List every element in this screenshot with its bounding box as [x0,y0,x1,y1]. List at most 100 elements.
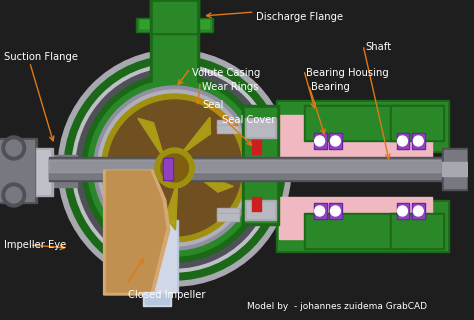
Text: Wear Rings: Wear Rings [202,82,259,92]
Bar [279,115,432,157]
Circle shape [88,80,262,256]
Bar [136,220,178,292]
Bar [304,105,402,141]
Polygon shape [138,118,165,161]
Bar [150,0,199,168]
Polygon shape [107,171,166,292]
Bar [153,0,196,26]
Bar [397,133,410,149]
Bar [138,222,175,292]
Text: Seal: Seal [202,100,224,110]
Bar [140,20,209,28]
Bar [392,107,442,139]
Bar [138,19,211,31]
Bar [242,105,279,225]
Circle shape [161,154,189,182]
Bar [392,215,442,247]
Bar [246,120,274,136]
Circle shape [58,50,291,286]
Bar [314,203,327,219]
Bar [49,160,444,172]
Bar [276,100,449,152]
Bar [150,0,199,28]
Text: Shaft: Shaft [365,42,391,52]
Text: Closed Impeller: Closed Impeller [128,290,206,300]
Bar [444,150,465,188]
Polygon shape [186,168,233,192]
Polygon shape [117,174,165,188]
Bar [276,200,449,252]
Text: Discharge Flange: Discharge Flange [256,12,344,22]
Circle shape [94,86,255,250]
Bar [413,204,424,218]
Bar [245,118,276,138]
Bar [306,215,401,247]
Circle shape [155,148,194,188]
Bar [442,162,467,176]
Bar [153,2,196,32]
Text: Bearing Housing: Bearing Housing [306,68,389,78]
Bar [49,155,77,187]
Bar [217,120,239,128]
Bar [0,140,34,201]
Bar [153,0,196,176]
Bar [164,159,172,179]
Circle shape [72,64,277,272]
Bar [279,197,432,239]
Bar [412,133,425,149]
Circle shape [330,136,340,146]
Circle shape [398,136,408,146]
Bar [218,126,238,132]
Bar [49,157,444,181]
Bar [246,202,274,218]
Bar [49,159,444,179]
Bar [330,134,341,148]
Bar [278,102,447,150]
Circle shape [413,206,423,216]
Text: Suction Flange: Suction Flange [4,52,78,62]
Circle shape [76,68,273,268]
Bar [390,105,444,141]
Bar [218,121,238,127]
Bar [217,208,239,216]
Polygon shape [138,118,165,161]
Bar [245,200,276,220]
Bar [390,213,444,249]
Polygon shape [165,180,178,230]
Bar [36,150,50,194]
Text: Seal Cover: Seal Cover [222,115,275,125]
Bar [245,108,276,222]
Circle shape [2,136,26,160]
Bar [315,204,326,218]
Bar [330,204,341,218]
Circle shape [82,74,267,262]
Circle shape [413,136,423,146]
Bar [329,133,342,149]
Bar [314,133,327,149]
Bar [252,140,262,154]
Bar [315,134,326,148]
Polygon shape [178,117,210,156]
Bar [397,203,410,219]
Bar [398,134,409,148]
Circle shape [6,187,22,203]
Polygon shape [104,170,170,295]
Polygon shape [117,174,165,188]
Bar [150,0,199,34]
Circle shape [6,140,22,156]
Bar [304,213,402,249]
Bar [163,158,173,180]
Circle shape [101,94,247,242]
Bar [218,214,238,220]
Circle shape [330,206,340,216]
Circle shape [64,56,285,280]
Polygon shape [165,180,178,230]
Bar [278,202,447,250]
Polygon shape [178,117,210,156]
Bar [306,107,401,139]
Bar [143,292,171,306]
Bar [36,148,53,196]
Circle shape [108,100,242,236]
Bar [217,213,239,221]
Circle shape [98,90,252,246]
